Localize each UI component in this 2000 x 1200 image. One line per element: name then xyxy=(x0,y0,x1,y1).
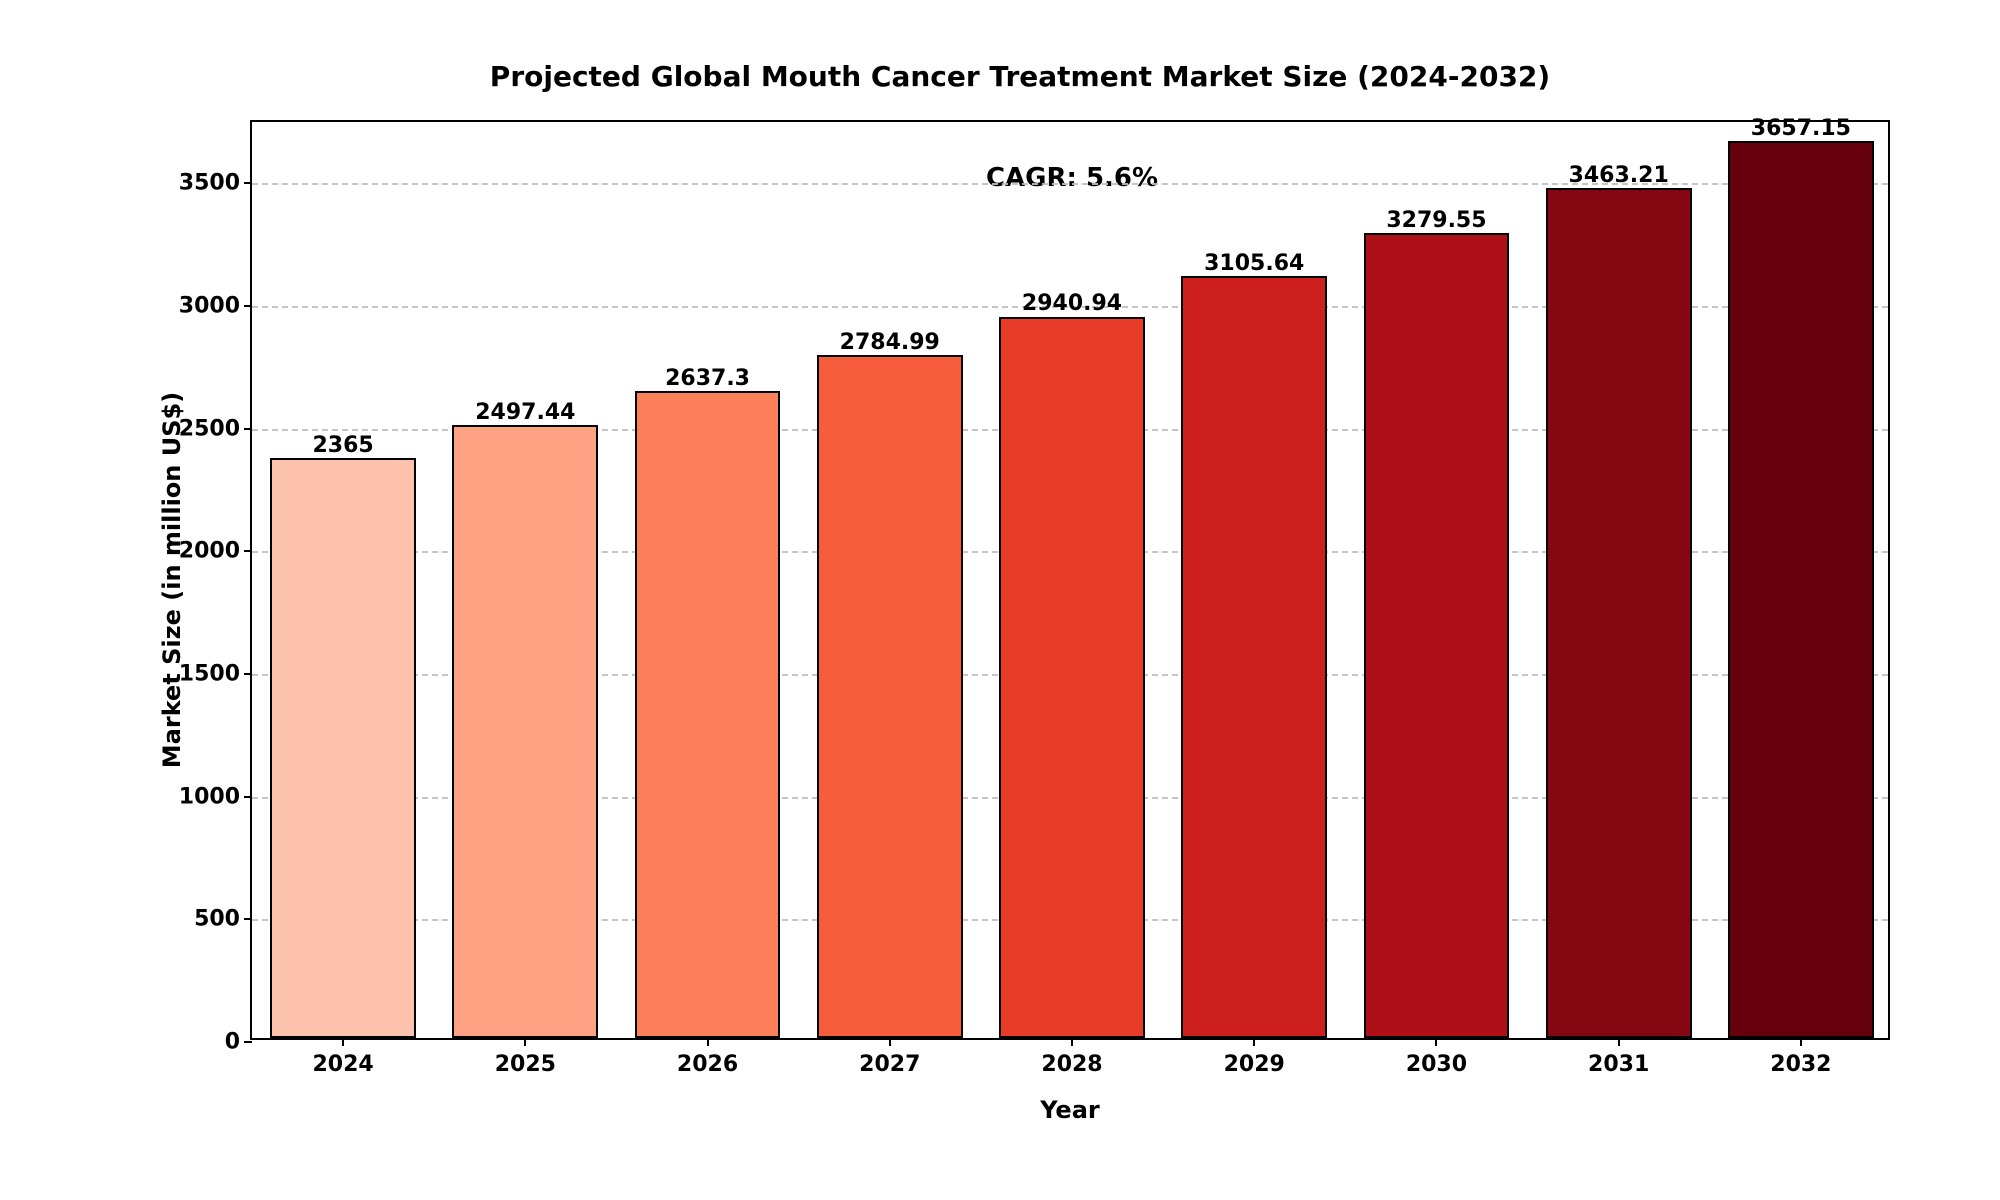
y-tick-label: 1000 xyxy=(179,784,252,809)
cagr-annotation: CAGR: 5.6% xyxy=(986,163,1158,193)
bar-value-label: 3463.21 xyxy=(1569,163,1669,188)
bar xyxy=(635,391,781,1038)
bar xyxy=(452,425,598,1038)
bar-value-label: 2637.3 xyxy=(665,366,750,391)
y-axis-title: Market Size (in million US$) xyxy=(158,392,186,768)
y-tick-mark xyxy=(244,673,252,675)
bar-value-label: 3279.55 xyxy=(1386,208,1486,233)
bar xyxy=(999,317,1145,1039)
bar-value-label: 3657.15 xyxy=(1751,116,1851,141)
y-tick-label: 1500 xyxy=(179,662,252,687)
bar xyxy=(1546,188,1692,1038)
chart-container: Projected Global Mouth Cancer Treatment … xyxy=(140,60,1900,1140)
bar-value-label: 2784.99 xyxy=(840,330,940,355)
y-tick-label: 2000 xyxy=(179,539,252,564)
bar-value-label: 2497.44 xyxy=(475,400,575,425)
plot-area: CAGR: 5.6% 05001000150020002500300035002… xyxy=(250,120,1890,1040)
y-tick-label: 2500 xyxy=(179,416,252,441)
y-tick-label: 3500 xyxy=(179,171,252,196)
y-tick-mark xyxy=(244,918,252,920)
bar xyxy=(1364,233,1510,1038)
y-tick-mark xyxy=(244,428,252,430)
bar xyxy=(270,458,416,1038)
bar-value-label: 2940.94 xyxy=(1022,291,1122,316)
x-axis-title: Year xyxy=(250,1040,1890,1124)
bar xyxy=(1181,276,1327,1038)
bar xyxy=(817,355,963,1038)
y-tick-label: 3000 xyxy=(179,294,252,319)
bar-value-label: 3105.64 xyxy=(1204,251,1304,276)
y-tick-mark xyxy=(244,796,252,798)
chart-title: Projected Global Mouth Cancer Treatment … xyxy=(140,60,1900,93)
y-tick-mark xyxy=(244,182,252,184)
y-tick-mark xyxy=(244,550,252,552)
bar xyxy=(1728,141,1874,1038)
y-tick-mark xyxy=(244,305,252,307)
bar-value-label: 2365 xyxy=(312,433,373,458)
